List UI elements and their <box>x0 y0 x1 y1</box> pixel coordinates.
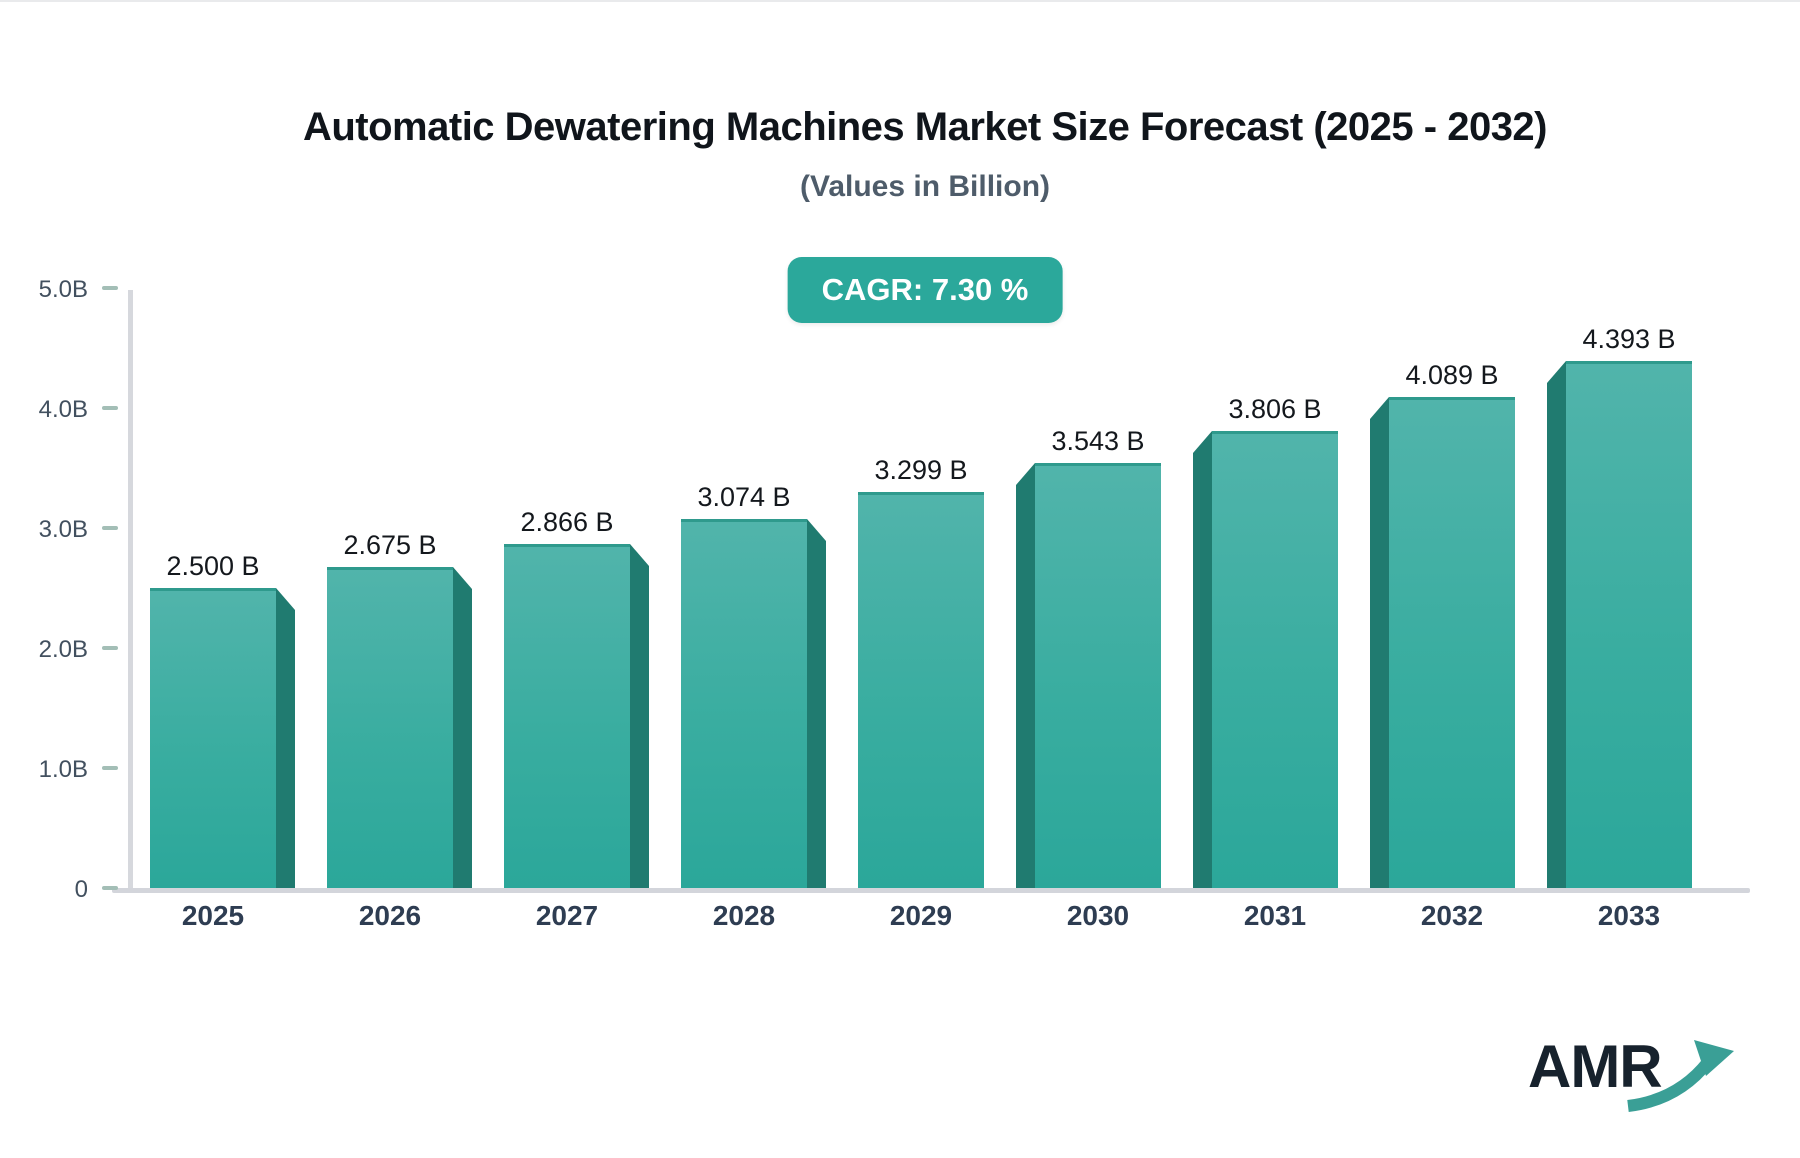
bar-face <box>1566 361 1692 888</box>
bar-value-label: 3.543 B <box>1051 426 1145 456</box>
bar-face <box>1035 463 1161 888</box>
cagr-badge-label: CAGR: 7.30 % <box>821 272 1029 307</box>
bar-side-face <box>453 567 472 888</box>
y-axis-label: 0 <box>74 876 88 903</box>
y-axis-label: 3.0B <box>38 516 88 543</box>
x-axis-year-label: 2030 <box>1066 900 1130 931</box>
bar-side-face <box>807 519 826 888</box>
x-axis-year-label: 2026 <box>358 900 422 931</box>
amr-logo-text: AMR <box>1528 1033 1663 1100</box>
x-axis-year-label: 2027 <box>535 900 599 931</box>
bar-face <box>1212 431 1338 888</box>
y-axis-tick <box>102 766 118 770</box>
y-axis-label: 5.0B <box>38 276 88 303</box>
y-axis-tick <box>102 646 118 650</box>
chart-title: Automatic Dewatering Machines Market Siz… <box>302 105 1548 149</box>
bar-face <box>1389 397 1515 888</box>
y-axis-label: 1.0B <box>38 756 88 783</box>
bar-value-label: 2.866 B <box>520 507 614 537</box>
x-axis-year-label: 2032 <box>1420 900 1484 931</box>
y-axis-label: 2.0B <box>38 636 88 663</box>
x-axis-line <box>112 888 1750 893</box>
bar-value-label: 2.675 B <box>343 530 437 560</box>
chart-subtitle: (Values in Billion) <box>799 170 1051 203</box>
bar-value-label: 2.500 B <box>166 551 260 581</box>
bar-side-face <box>276 588 295 888</box>
y-axis-line <box>128 290 133 890</box>
y-axis-label: 4.0B <box>38 396 88 423</box>
y-axis-tick <box>102 406 118 410</box>
bar-face <box>681 519 807 888</box>
bar-side-face <box>1370 397 1389 888</box>
cagr-badge: CAGR: 7.30 % <box>787 257 1063 323</box>
amr-logo: AMR <box>1528 1032 1758 1122</box>
bar-side-face <box>1193 431 1212 888</box>
bar-side-face <box>1547 361 1566 888</box>
y-axis-tick <box>102 886 118 890</box>
x-axis-year-label: 2028 <box>712 900 776 931</box>
bar-face <box>858 492 984 888</box>
x-axis-year-label: 2031 <box>1243 900 1307 931</box>
bar-face <box>327 567 453 888</box>
bar-value-label: 3.299 B <box>874 455 968 485</box>
x-axis-year-label: 2033 <box>1597 900 1661 931</box>
bar-face <box>150 588 276 888</box>
bar-value-label: 3.074 B <box>697 482 791 512</box>
bar-side-face <box>1016 463 1035 888</box>
x-axis-year-label: 2025 <box>181 900 245 931</box>
x-axis-year-label: 2029 <box>889 900 953 931</box>
y-axis-tick <box>102 286 118 290</box>
bar-face <box>504 544 630 888</box>
y-axis-tick <box>102 526 118 530</box>
growth-arrow-icon <box>1627 1040 1734 1112</box>
bar-value-label: 4.089 B <box>1405 360 1499 390</box>
bar-value-label: 4.393 B <box>1582 324 1676 354</box>
bar-value-label: 3.806 B <box>1228 394 1322 424</box>
bar-side-face <box>630 544 649 888</box>
